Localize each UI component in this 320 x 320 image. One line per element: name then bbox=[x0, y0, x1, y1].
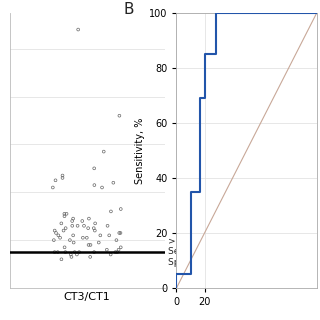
Point bbox=[117, 230, 122, 236]
Point bbox=[118, 206, 123, 212]
Point bbox=[117, 113, 122, 118]
Y-axis label: Sensitivity, %: Sensitivity, % bbox=[135, 117, 145, 184]
Point bbox=[68, 252, 73, 257]
Point bbox=[71, 233, 76, 238]
Point bbox=[70, 223, 75, 228]
Text: >15.18
Sens: 85.1%
Spec: 83.0%: >15.18 Sens: 85.1% Spec: 83.0% bbox=[168, 237, 224, 267]
Point bbox=[50, 185, 55, 190]
Point bbox=[75, 223, 80, 228]
Point bbox=[67, 237, 72, 243]
Point bbox=[104, 247, 109, 252]
Point bbox=[63, 226, 68, 231]
Point bbox=[114, 237, 119, 243]
Point bbox=[91, 226, 96, 231]
Point bbox=[86, 216, 92, 221]
Point bbox=[92, 166, 97, 171]
Point bbox=[61, 228, 66, 233]
Point bbox=[92, 250, 97, 255]
Point bbox=[108, 252, 113, 257]
Point bbox=[88, 242, 93, 247]
Point bbox=[60, 173, 65, 178]
Point bbox=[118, 230, 123, 236]
Point bbox=[53, 230, 59, 236]
Point bbox=[85, 226, 91, 231]
Point bbox=[74, 252, 79, 257]
Text: B: B bbox=[123, 2, 134, 17]
Point bbox=[98, 233, 103, 238]
Point bbox=[76, 27, 81, 32]
Point bbox=[105, 223, 110, 228]
Point bbox=[51, 237, 56, 243]
Point bbox=[52, 228, 57, 233]
Point bbox=[81, 223, 86, 228]
Point bbox=[118, 245, 123, 250]
Point bbox=[92, 228, 97, 233]
Point bbox=[92, 182, 97, 188]
Point bbox=[72, 250, 77, 255]
Point bbox=[69, 254, 74, 260]
Point bbox=[88, 254, 93, 260]
Point bbox=[59, 221, 64, 226]
Point bbox=[56, 233, 61, 238]
Point bbox=[62, 211, 67, 216]
Point bbox=[59, 257, 64, 262]
Point bbox=[108, 209, 114, 214]
Point bbox=[116, 247, 121, 252]
Point bbox=[80, 219, 85, 224]
Point bbox=[70, 219, 75, 224]
Point bbox=[96, 240, 101, 245]
Point bbox=[101, 149, 106, 154]
Point bbox=[58, 235, 63, 240]
Point bbox=[115, 250, 120, 255]
Point bbox=[111, 180, 116, 185]
Point bbox=[60, 175, 65, 180]
Point bbox=[71, 240, 76, 245]
Point bbox=[76, 250, 82, 255]
Point bbox=[80, 235, 85, 240]
Point bbox=[100, 185, 105, 190]
Point bbox=[64, 211, 69, 216]
Point bbox=[55, 250, 60, 255]
Point bbox=[107, 233, 112, 238]
Point bbox=[86, 242, 91, 247]
Point bbox=[113, 250, 118, 255]
Point bbox=[71, 216, 76, 221]
Point bbox=[63, 250, 68, 255]
Point bbox=[52, 250, 57, 255]
Point bbox=[62, 214, 67, 219]
X-axis label: CT3/CT1: CT3/CT1 bbox=[64, 292, 110, 302]
Point bbox=[92, 221, 98, 226]
Point bbox=[62, 245, 67, 250]
Point bbox=[84, 235, 89, 240]
Point bbox=[53, 178, 58, 183]
